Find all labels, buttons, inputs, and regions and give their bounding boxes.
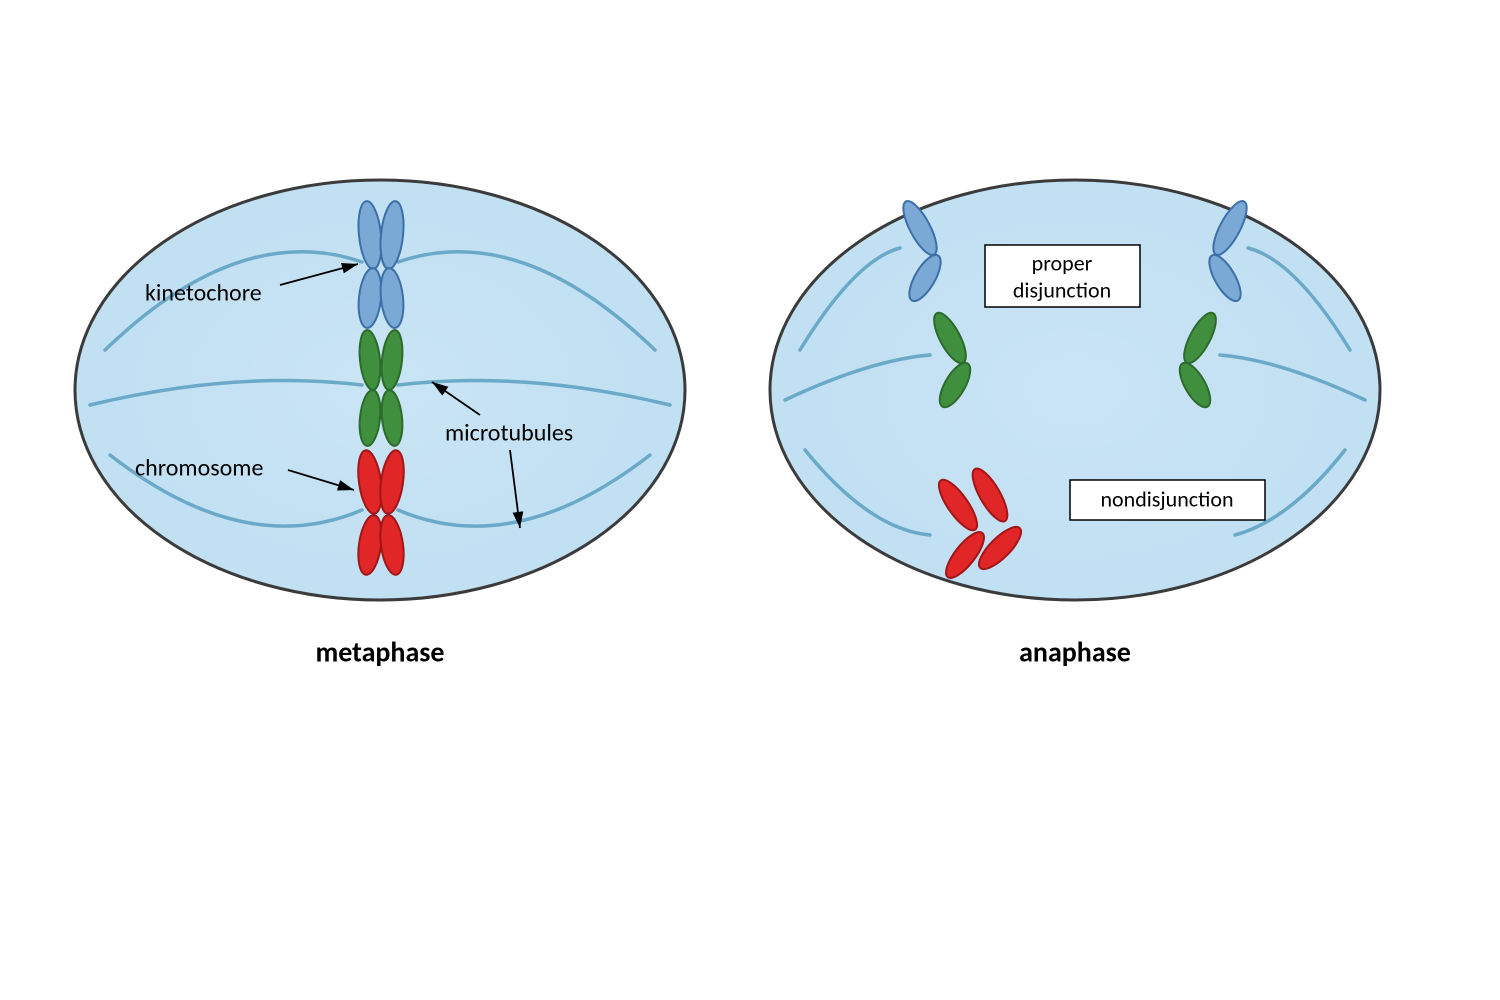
label-chromosome: chromosome — [135, 454, 263, 483]
cell-membrane — [770, 180, 1380, 600]
svg-text:nondisjunction: nondisjunction — [1100, 485, 1233, 512]
title-metaphase: metaphase — [315, 635, 444, 670]
label-microtubules: microtubules — [445, 419, 573, 448]
label-proper-disjunction: proper disjunction — [985, 245, 1140, 307]
svg-text:proper: proper — [1032, 249, 1093, 276]
svg-text:disjunction: disjunction — [1013, 276, 1111, 303]
label-kinetochore: kinetochore — [145, 279, 262, 308]
label-nondisjunction: nondisjunction — [1070, 480, 1265, 520]
metaphase-cell: kinetochore chromosome microtubules — [75, 180, 685, 600]
title-anaphase: anaphase — [1019, 635, 1131, 670]
anaphase-cell: proper disjunction nondisjunction — [770, 180, 1380, 600]
